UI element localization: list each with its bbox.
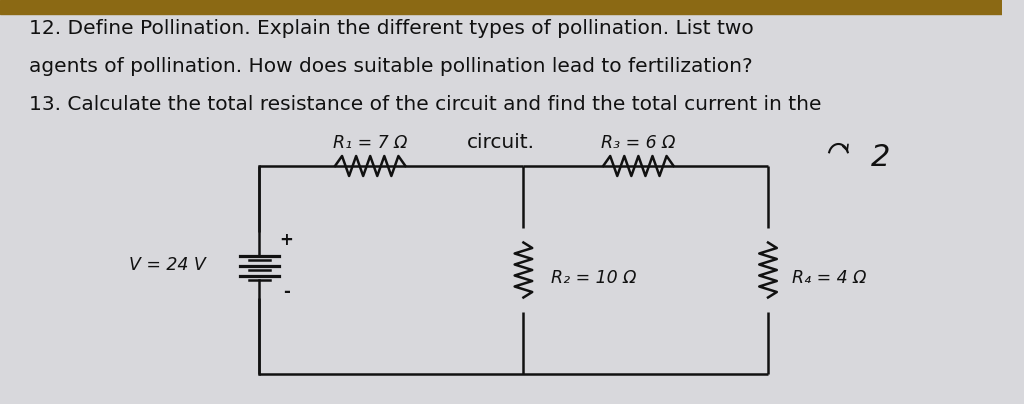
Text: R₁ = 7 Ω: R₁ = 7 Ω: [333, 134, 408, 152]
Text: 2: 2: [870, 143, 890, 173]
Text: 13. Calculate the total resistance of the circuit and find the total current in : 13. Calculate the total resistance of th…: [30, 95, 822, 114]
Text: V = 24 V: V = 24 V: [129, 256, 206, 274]
Text: R₂ = 10 Ω: R₂ = 10 Ω: [551, 269, 636, 287]
Text: R₄ = 4 Ω: R₄ = 4 Ω: [793, 269, 867, 287]
Text: R₃ = 6 Ω: R₃ = 6 Ω: [601, 134, 676, 152]
Text: 12. Define Pollination. Explain the different types of pollination. List two: 12. Define Pollination. Explain the diff…: [30, 19, 754, 38]
Text: -: -: [284, 283, 290, 301]
Bar: [0, 0, 1001, 14]
Text: +: +: [280, 231, 294, 249]
Text: agents of pollination. How does suitable pollination lead to fertilization?: agents of pollination. How does suitable…: [30, 57, 753, 76]
Text: circuit.: circuit.: [467, 133, 535, 152]
